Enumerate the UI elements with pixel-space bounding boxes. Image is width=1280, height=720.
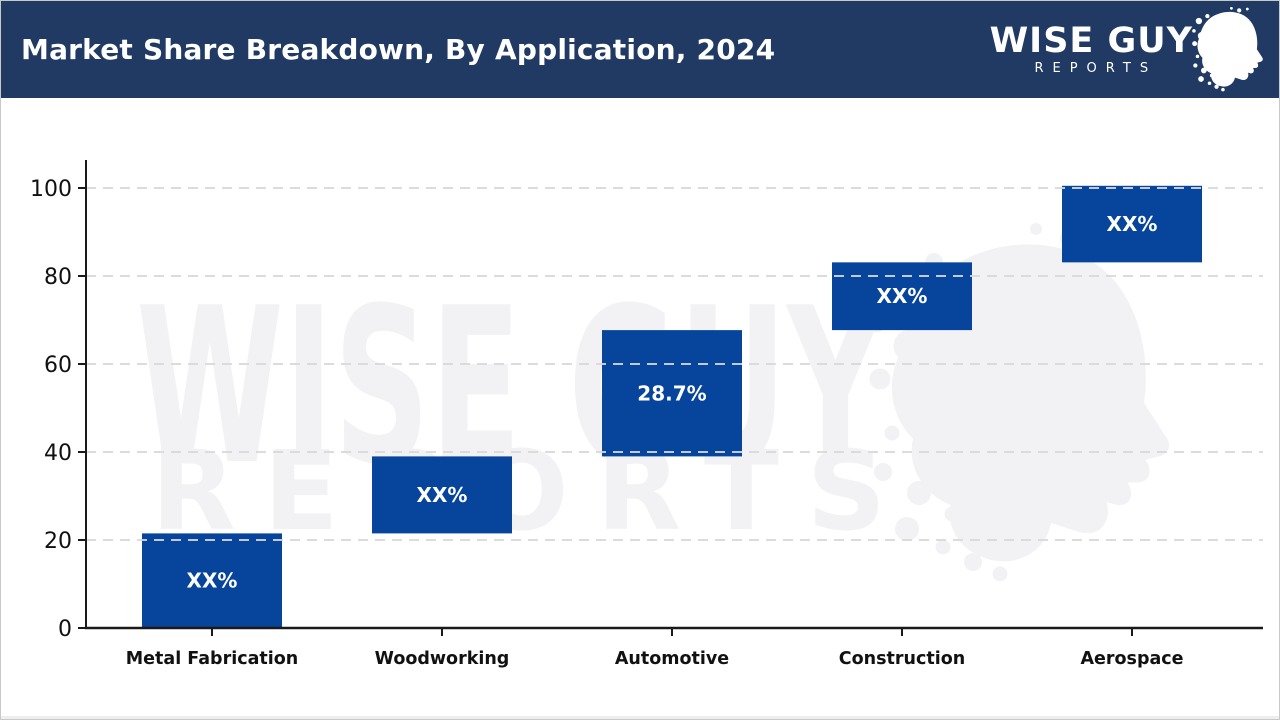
bar-metal-fabrication (142, 533, 282, 628)
y-tick-label-60: 60 (44, 353, 72, 378)
bar-construction (832, 262, 972, 331)
page-title: Market Share Breakdown, By Application, … (21, 33, 776, 66)
y-tick-label-80: 80 (44, 265, 72, 290)
y-tick-label-100: 100 (30, 177, 72, 202)
category-label-aerospace: Aerospace (1080, 649, 1183, 669)
brand-name: WISE GUY (989, 21, 1193, 61)
brand-logo: WISE GUY REPORTS (989, 6, 1265, 93)
bar-automotive (602, 330, 742, 457)
market-share-chart: WISE GUY REPORTS XX%XX%28.7%XX%XX% 02040… (30, 160, 1263, 669)
bottom-margin (1, 716, 1279, 719)
bar-value-label-construction: XX% (877, 284, 928, 308)
y-tick-label-40: 40 (44, 441, 72, 466)
bar-woodworking (372, 456, 512, 534)
bar-value-label-automotive: 28.7% (637, 381, 706, 405)
bar-aerospace (1062, 185, 1202, 263)
bar-value-label-metal-fabrication: XX% (187, 569, 238, 593)
category-label-construction: Construction (839, 649, 965, 669)
y-tick-label-0: 0 (58, 617, 72, 642)
bar-value-label-aerospace: XX% (1107, 212, 1158, 236)
category-label-metal-fabrication: Metal Fabrication (126, 649, 298, 669)
brand-logo-text: WISE GUY REPORTS (989, 21, 1193, 76)
brand-subtitle: REPORTS (1034, 61, 1158, 76)
category-label-automotive: Automotive (615, 649, 729, 669)
category-label-woodworking: Woodworking (375, 649, 510, 669)
chart-area: WISE GUY REPORTS XX%XX%28.7%XX%XX% 02040… (1, 98, 1279, 719)
y-tick-label-20: 20 (44, 529, 72, 554)
header-bar: Market Share Breakdown, By Application, … (1, 1, 1279, 98)
bar-value-label-woodworking: XX% (417, 483, 468, 507)
brand-face-icon (1192, 6, 1263, 91)
